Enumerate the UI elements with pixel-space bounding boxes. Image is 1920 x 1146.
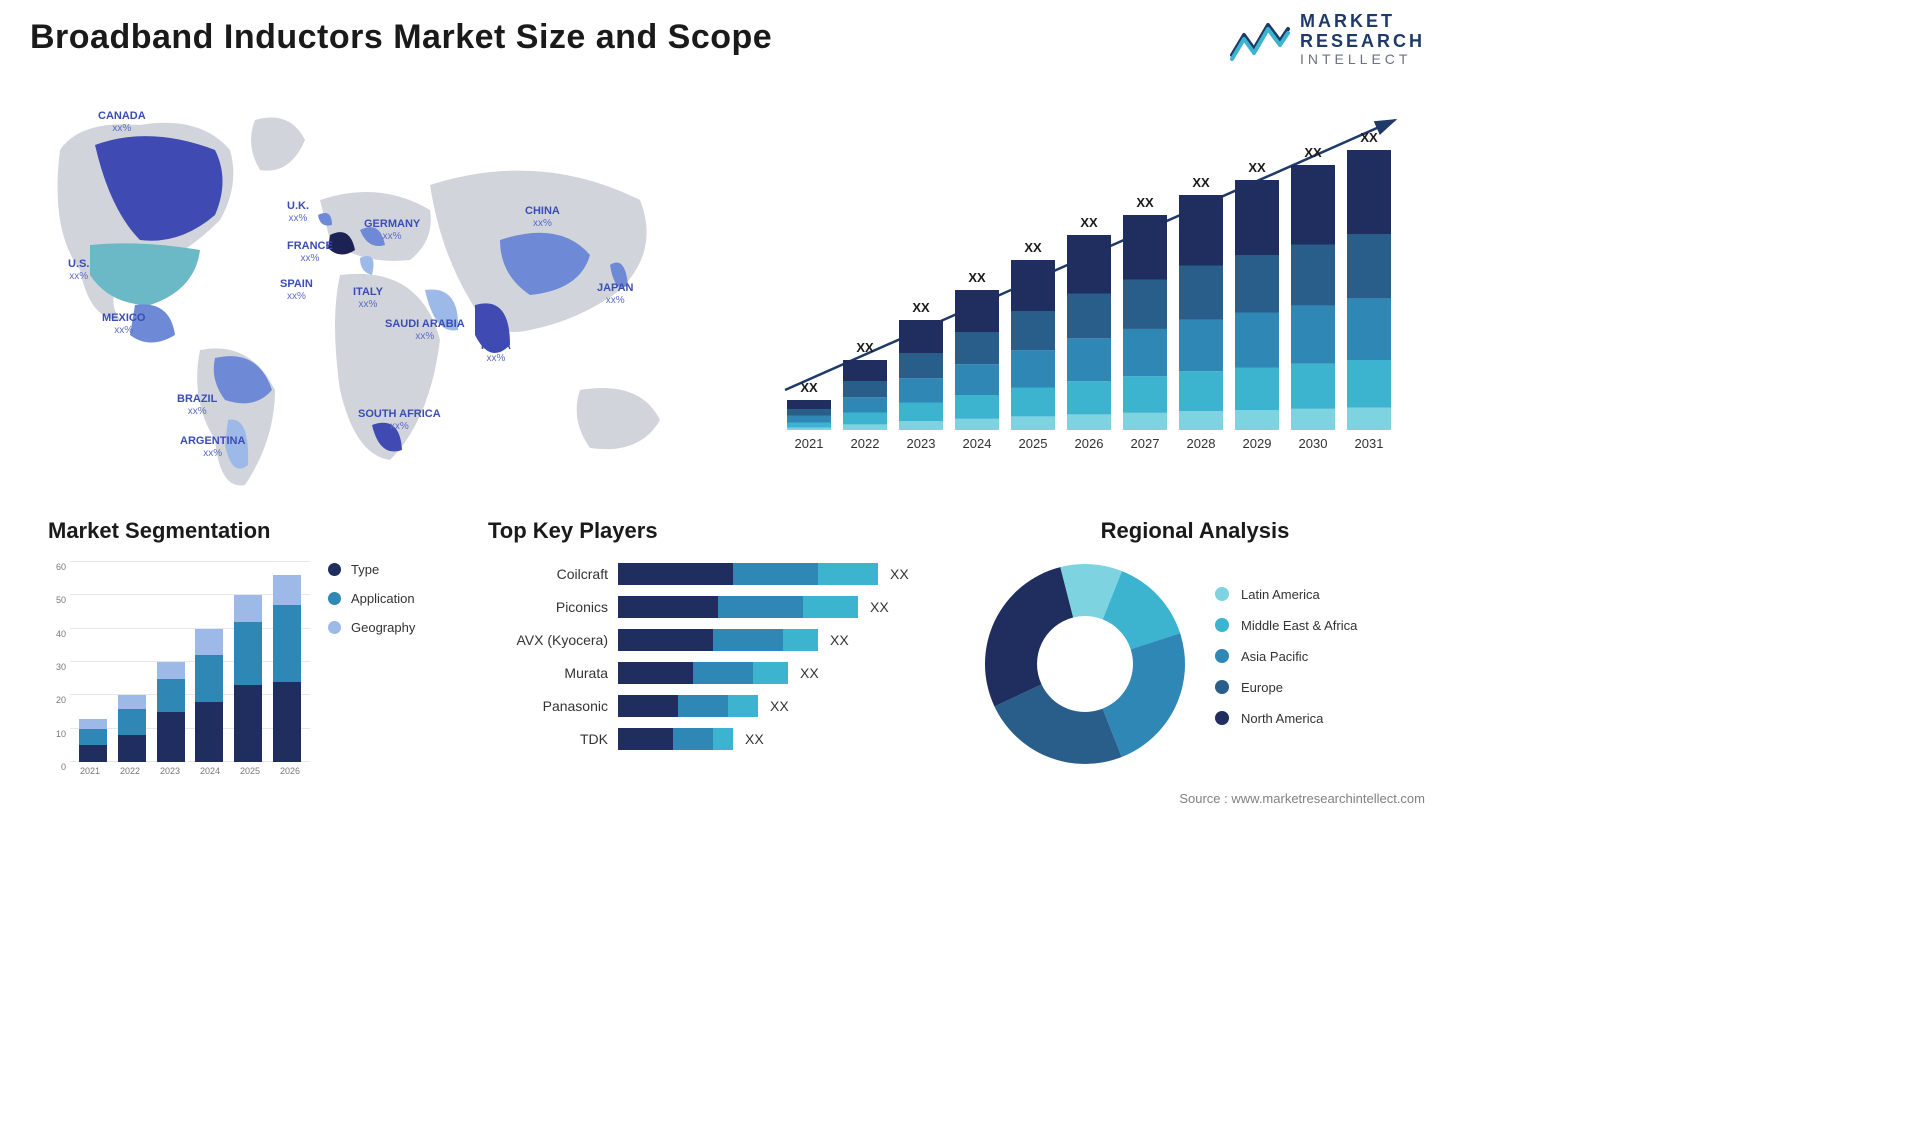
seg-bar-2026 (273, 575, 301, 762)
seg-bar-2023 (157, 662, 185, 762)
player-row: TDK XX (488, 727, 938, 751)
player-value: XX (890, 566, 909, 582)
regional-legend-item: Latin America (1215, 587, 1357, 602)
player-row: AVX (Kyocera) XX (488, 628, 938, 652)
regional-donut (975, 554, 1195, 774)
svg-text:XX: XX (912, 300, 930, 315)
svg-text:XX: XX (1304, 145, 1322, 160)
svg-text:XX: XX (856, 340, 874, 355)
seg-bar-2021 (79, 719, 107, 762)
svg-text:XX: XX (1248, 160, 1266, 175)
svg-text:XX: XX (800, 380, 818, 395)
player-row: Murata XX (488, 661, 938, 685)
players-section: Top Key Players CoilcraftXXPiconicsXXAVX… (488, 518, 938, 760)
player-value: XX (770, 698, 789, 714)
map-label-japan: JAPANxx% (597, 282, 633, 306)
world-map: CANADAxx% U.S.xx% MEXICOxx% BRAZILxx% ARGENT… (20, 90, 700, 490)
seg-bar-2022 (118, 695, 146, 762)
player-value: XX (800, 665, 819, 681)
svg-text:XX: XX (1360, 130, 1378, 145)
map-label-brazil: BRAZILxx% (177, 393, 217, 417)
logo-line2: RESEARCH (1300, 32, 1425, 52)
svg-text:XX: XX (968, 270, 986, 285)
source-attribution: Source : www.marketresearchintellect.com (1179, 791, 1425, 806)
svg-text:XX: XX (1192, 175, 1210, 190)
regional-legend-item: Middle East & Africa (1215, 618, 1357, 633)
players-title: Top Key Players (488, 518, 938, 544)
seg-bar-2025 (234, 595, 262, 762)
player-value: XX (830, 632, 849, 648)
map-label-argentina: ARGENTINAxx% (180, 435, 245, 459)
map-label-china: CHINAxx% (525, 205, 560, 229)
svg-text:2031: 2031 (1355, 436, 1384, 451)
segmentation-title: Market Segmentation (48, 518, 438, 544)
svg-text:2027: 2027 (1131, 436, 1160, 451)
player-value: XX (870, 599, 889, 615)
map-label-france: FRANCExx% (287, 240, 333, 264)
map-label-mexico: MEXICOxx% (102, 312, 145, 336)
player-name: Piconics (488, 599, 618, 615)
map-label-spain: SPAINxx% (280, 278, 313, 302)
brand-logo: MARKET RESEARCH INTELLECT (1230, 12, 1425, 67)
logo-line1: MARKET (1300, 12, 1425, 32)
player-row: Piconics XX (488, 595, 938, 619)
svg-text:2025: 2025 (1019, 436, 1048, 451)
svg-text:XX: XX (1080, 215, 1098, 230)
svg-text:2021: 2021 (795, 436, 824, 451)
regional-legend-item: Europe (1215, 680, 1357, 695)
svg-text:2022: 2022 (851, 436, 880, 451)
map-label-italy: ITALYxx% (353, 286, 383, 310)
growth-chart: XX 2021 XX 2022 XX 2023 XX 2024 XX 2025 XX 2026 XX 20… (775, 100, 1415, 470)
player-row: Panasonic XX (488, 694, 938, 718)
regional-legend-item: North America (1215, 711, 1357, 726)
svg-text:2026: 2026 (1075, 436, 1104, 451)
logo-icon (1230, 15, 1290, 63)
regional-legend-item: Asia Pacific (1215, 649, 1357, 664)
svg-text:2024: 2024 (963, 436, 992, 451)
map-label-u-k-: U.K.xx% (287, 200, 309, 224)
seg-legend-type: Type (328, 562, 415, 577)
svg-text:2029: 2029 (1243, 436, 1272, 451)
player-name: Panasonic (488, 698, 618, 714)
svg-text:2023: 2023 (907, 436, 936, 451)
regional-section: Regional Analysis Latin America Middle Ea… (975, 518, 1415, 774)
svg-text:2028: 2028 (1187, 436, 1216, 451)
map-label-india: INDIAxx% (481, 340, 511, 364)
map-label-saudi-arabia: SAUDI ARABIAxx% (385, 318, 465, 342)
logo-line3: INTELLECT (1300, 52, 1425, 67)
svg-text:XX: XX (1136, 195, 1154, 210)
seg-legend-geography: Geography (328, 620, 415, 635)
seg-bar-2024 (195, 629, 223, 762)
svg-text:2030: 2030 (1299, 436, 1328, 451)
player-name: TDK (488, 731, 618, 747)
player-name: Coilcraft (488, 566, 618, 582)
map-label-south-africa: SOUTH AFRICAxx% (358, 408, 441, 432)
player-name: AVX (Kyocera) (488, 632, 618, 648)
player-name: Murata (488, 665, 618, 681)
player-row: Coilcraft XX (488, 562, 938, 586)
regional-title: Regional Analysis (975, 518, 1415, 544)
player-value: XX (745, 731, 764, 747)
seg-legend-application: Application (328, 591, 415, 606)
segmentation-section: Market Segmentation 0102030405060 TypeAp… (48, 518, 438, 776)
map-label-u-s-: U.S.xx% (68, 258, 89, 282)
page-title: Broadband Inductors Market Size and Scop… (30, 18, 772, 57)
map-label-canada: CANADAxx% (98, 110, 146, 134)
map-label-germany: GERMANYxx% (364, 218, 420, 242)
svg-text:XX: XX (1024, 240, 1042, 255)
